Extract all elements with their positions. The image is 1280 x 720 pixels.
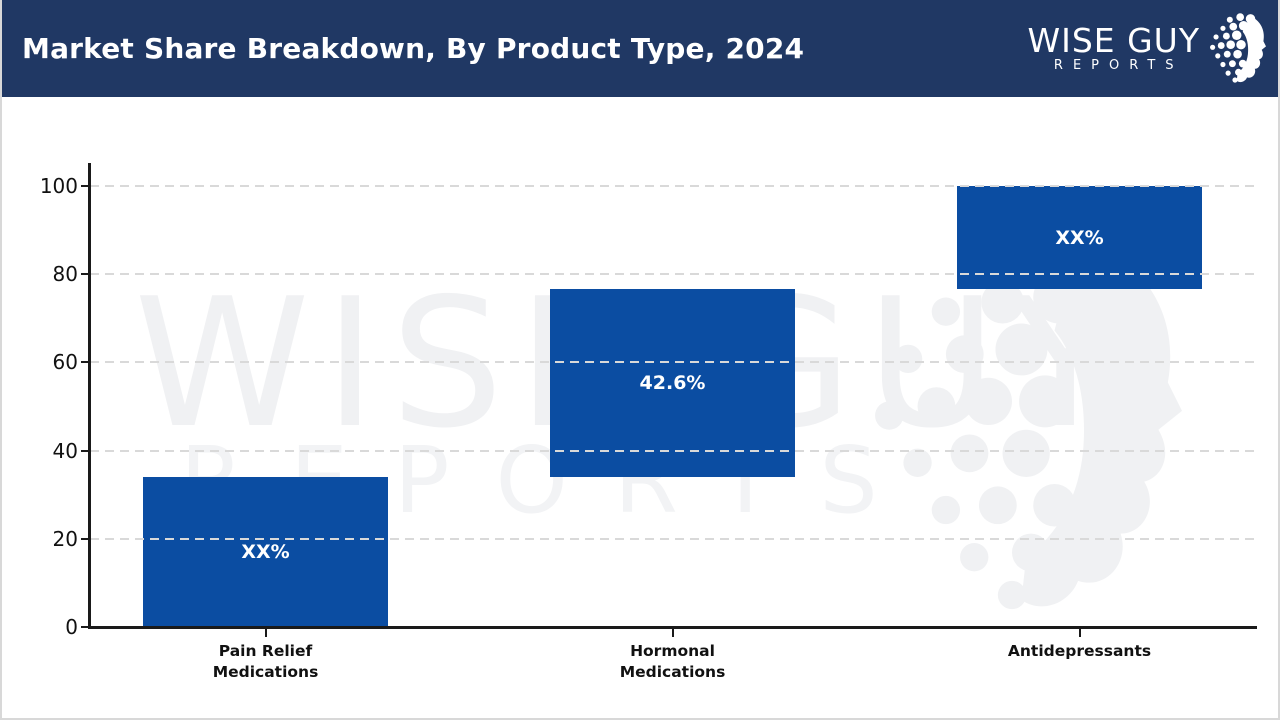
x-tick-mark-1 (671, 628, 674, 637)
y-tick-label-80: 80 (52, 262, 78, 287)
logo-text: WISE GUY REPORTS (1027, 20, 1200, 74)
y-tick-label-20: 20 (52, 526, 78, 551)
plot-area: XX% 42.6% XX% (90, 160, 1257, 627)
y-tick-mark-40 (81, 449, 90, 452)
bar-value-label-hormonal-medications: 42.6% (639, 372, 706, 395)
gridline-80 (90, 273, 1257, 276)
y-tick-mark-60 (81, 361, 90, 364)
gridline-20 (90, 537, 1257, 540)
bar-pain-relief-medications (143, 477, 388, 627)
bar-value-label-antidepressants: XX% (1055, 226, 1104, 249)
page-title: Market Share Breakdown, By Product Type,… (22, 32, 805, 65)
y-tick-label-40: 40 (52, 438, 78, 463)
y-tick-label-0: 0 (65, 615, 78, 639)
y-axis-line (88, 163, 91, 628)
logo-reports-text: REPORTS (1053, 57, 1184, 73)
logo-face-icon (1204, 9, 1266, 89)
y-tick-mark-0 (81, 626, 90, 628)
x-axis-label-hormonal-medications: Hormonal Medications (619, 642, 726, 681)
y-tick-mark-80 (81, 273, 90, 276)
logo-wiseguy-text: WISE GUY (1027, 20, 1200, 60)
x-axis-line (88, 626, 1257, 629)
x-tick-mark-2 (1078, 628, 1081, 637)
gridline-60 (90, 361, 1257, 364)
y-tick-label-100: 100 (39, 174, 78, 198)
y-tick-mark-20 (81, 537, 90, 540)
bar-antidepressants (957, 186, 1202, 290)
bar-value-label-pain-relief-medications: XX% (241, 541, 290, 564)
x-axis-label-antidepressants: Antidepressants (1007, 642, 1152, 660)
x-tick-mark-0 (264, 628, 267, 637)
gridline-40 (90, 449, 1257, 452)
header-bar: Market Share Breakdown, By Product Type,… (2, 0, 1280, 97)
y-tick-mark-100 (81, 185, 90, 187)
gridline-100 (90, 185, 1257, 187)
wise-guy-reports-logo: WISE GUY REPORTS (1027, 9, 1280, 89)
x-axis-label-pain-relief-medications: Pain Relief Medications (212, 642, 319, 681)
y-tick-label-60: 60 (52, 350, 78, 375)
bar-hormonal-medications (550, 289, 795, 478)
